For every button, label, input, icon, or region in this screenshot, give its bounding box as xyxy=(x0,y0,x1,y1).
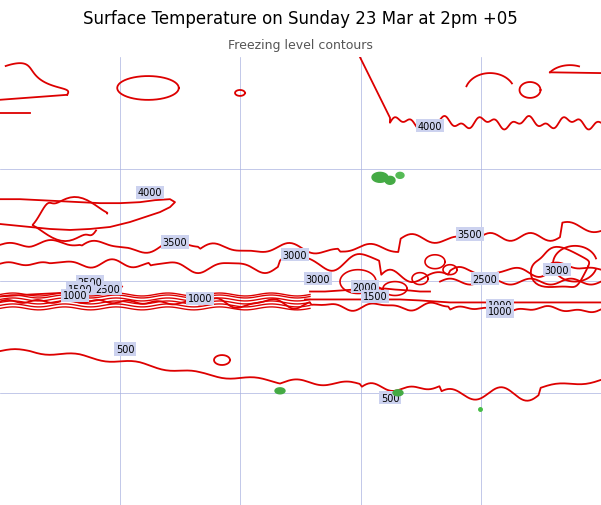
Text: 1000: 1000 xyxy=(488,307,512,317)
Text: 1000: 1000 xyxy=(488,301,512,311)
Text: 500: 500 xyxy=(381,393,399,403)
Text: 3500: 3500 xyxy=(163,237,188,247)
Text: 3000: 3000 xyxy=(306,274,331,284)
Polygon shape xyxy=(396,173,404,179)
Text: 2500: 2500 xyxy=(472,274,498,284)
Text: 4000: 4000 xyxy=(418,122,442,131)
Text: 4000: 4000 xyxy=(138,188,162,198)
Text: Freezing level contours: Freezing level contours xyxy=(228,39,373,52)
Text: 2000: 2000 xyxy=(353,282,377,292)
Text: 3000: 3000 xyxy=(545,265,569,275)
Text: 500: 500 xyxy=(116,344,134,355)
Polygon shape xyxy=(385,177,395,185)
Text: 1000: 1000 xyxy=(188,294,212,304)
Polygon shape xyxy=(372,173,388,183)
Text: Surface Temperature on Sunday 23 Mar at 2pm +05: Surface Temperature on Sunday 23 Mar at … xyxy=(83,10,518,28)
Text: 3500: 3500 xyxy=(458,229,483,239)
Text: 1500: 1500 xyxy=(362,292,387,302)
Text: 2500: 2500 xyxy=(96,284,120,294)
Polygon shape xyxy=(275,388,285,394)
Text: 1000: 1000 xyxy=(63,291,87,301)
Text: 3000: 3000 xyxy=(282,250,307,260)
Text: 2500: 2500 xyxy=(78,277,102,287)
Text: 1500: 1500 xyxy=(68,284,93,294)
Polygon shape xyxy=(393,390,403,396)
